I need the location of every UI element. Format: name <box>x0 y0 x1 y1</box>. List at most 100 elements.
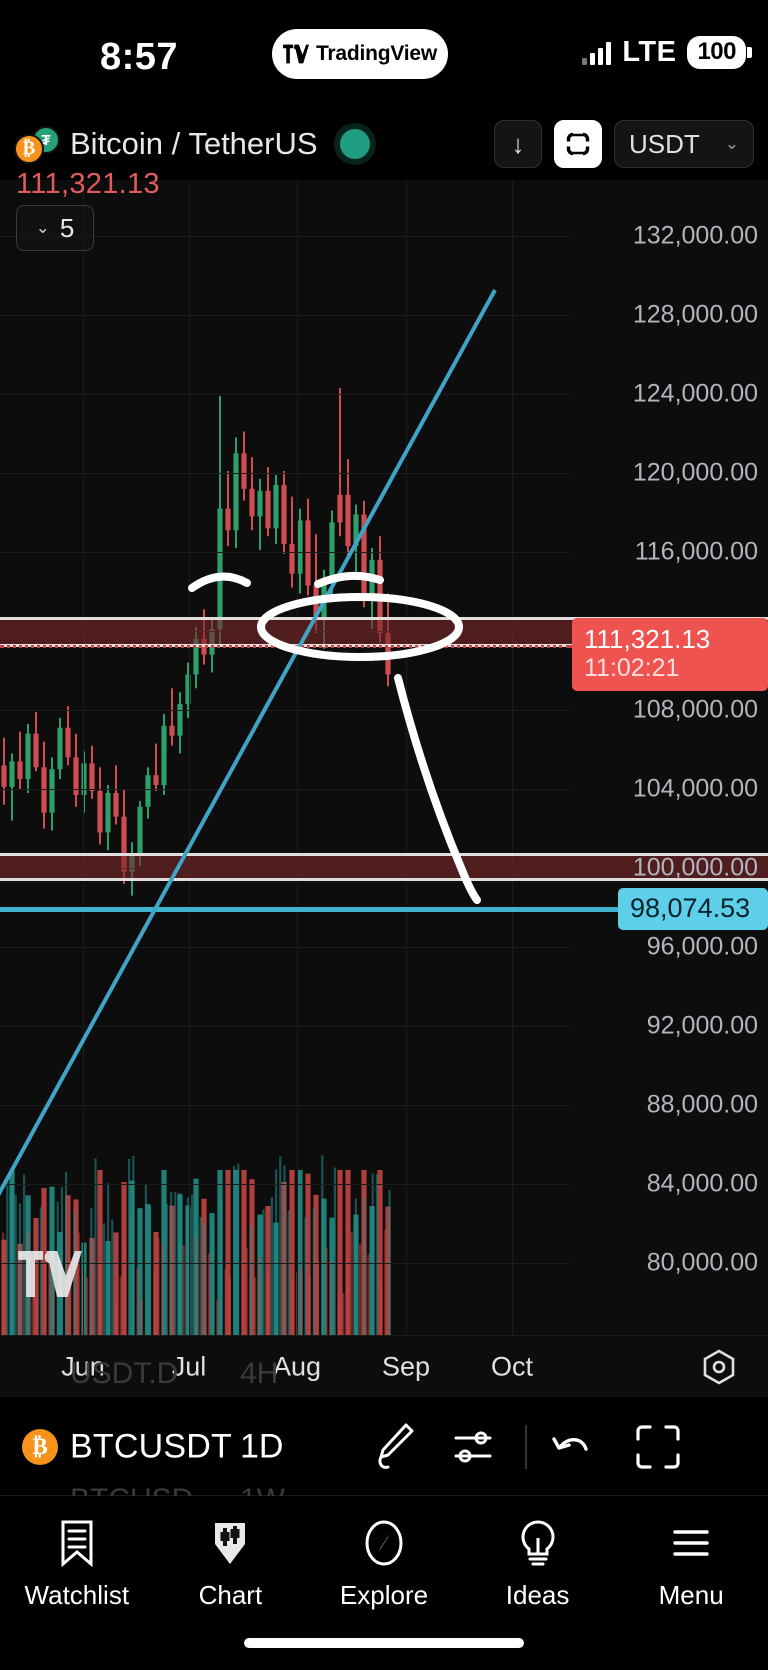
chart-plot-area[interactable] <box>0 180 570 1335</box>
volume-bar <box>329 1217 335 1335</box>
volume-bar <box>241 1253 244 1335</box>
candle-body <box>137 806 143 855</box>
nav-item-explore[interactable]: Explore <box>307 1518 461 1611</box>
candle-body <box>145 775 151 807</box>
chart-candles-icon <box>215 1523 246 1564</box>
interval-chip[interactable]: ⌄ 5 <box>16 205 94 251</box>
volume-bar <box>144 1184 147 1335</box>
volume-bar <box>228 1277 231 1335</box>
ghost-symbol-above[interactable]: USDT.D <box>70 1357 179 1390</box>
volume-bar <box>48 1258 51 1335</box>
volume-bar <box>270 1196 273 1335</box>
volume-bar <box>305 1173 311 1335</box>
candle-body <box>217 508 223 630</box>
nav-item-chart[interactable]: Chart <box>154 1518 308 1611</box>
volume-bar <box>44 1260 47 1335</box>
nav-label-explore: Explore <box>339 1580 429 1610</box>
cyan-price-level-line[interactable] <box>0 907 570 912</box>
toolbar-interval[interactable]: 1D <box>240 1427 284 1466</box>
price-axis-label: 132,000.00 <box>632 221 758 250</box>
volume-bar <box>338 1298 341 1335</box>
volume-bar <box>220 1199 223 1335</box>
crop-screenshot-button[interactable] <box>554 120 602 168</box>
candle-body <box>169 725 175 736</box>
volume-bar <box>111 1219 114 1335</box>
volume-bar <box>329 1260 332 1335</box>
candle-body <box>345 494 351 547</box>
currency-dropdown[interactable]: USDT ⌄ <box>614 120 754 168</box>
volume-bar <box>363 1197 366 1335</box>
toolbar-symbol[interactable]: BTCUSDT <box>70 1427 232 1466</box>
nav-item-ideas[interactable]: Ideas <box>461 1518 615 1611</box>
price-axis-label: 128,000.00 <box>632 300 758 329</box>
volume-bar <box>337 1170 343 1335</box>
ghost-interval-above[interactable]: 4H <box>240 1357 279 1390</box>
candle-body <box>161 725 167 786</box>
candle-body <box>361 514 367 596</box>
volume-bar <box>153 1273 156 1335</box>
volume-bar <box>60 1187 63 1335</box>
volume-bar <box>291 1282 294 1335</box>
price-axis-label: 100,000.00 <box>632 853 758 882</box>
candle-body <box>1 765 7 788</box>
volume-bar <box>321 1155 324 1335</box>
chart-pane[interactable]: 132,000.00 128,000.00 124,000.00 120,000.00… <box>0 180 768 1335</box>
price-axis[interactable]: 132,000.00 128,000.00 124,000.00 120,000.00… <box>570 180 768 1335</box>
volume-bar <box>31 1270 34 1335</box>
undo-button[interactable] <box>548 1423 596 1471</box>
symbol-toolbar[interactable]: USDT.D 4H ₿ BTCUSDT 1D BTCUSD 1W <box>0 1357 768 1516</box>
symbol-title[interactable]: Bitcoin / TetherUS <box>70 126 318 161</box>
volume-bar <box>354 1198 357 1335</box>
indicators-button[interactable] <box>450 1423 498 1471</box>
current-price-tag[interactable]: 111,321.13 11:02:21 <box>572 618 768 692</box>
price-axis-label: 92,000.00 <box>646 1011 758 1040</box>
chart-settings-button[interactable] <box>700 1348 738 1386</box>
nav-item-menu[interactable]: Menu <box>614 1518 768 1611</box>
cyan-level-tag[interactable]: 98,074.53 <box>618 888 768 930</box>
draw-pencil-icon <box>378 1423 414 1469</box>
current-price-line <box>0 645 570 648</box>
volume-bar <box>107 1183 110 1335</box>
candle-body <box>49 769 55 813</box>
candle-body <box>225 508 231 531</box>
dynamic-island-tradingview: TradingView <box>272 29 448 79</box>
time-axis[interactable]: Jun Jul Aug Sep Oct <box>0 1335 768 1397</box>
hexagon-gear-icon <box>703 1349 735 1384</box>
time-axis-month-label: Jun <box>61 1351 105 1381</box>
tradingview-watermark-icon <box>18 1251 82 1297</box>
volume-bar <box>245 1247 248 1335</box>
draw-tools-button[interactable] <box>368 1419 416 1475</box>
volume-bar <box>136 1267 139 1335</box>
support-zone[interactable] <box>0 853 570 881</box>
candle-body <box>25 733 31 780</box>
indicators-sliders-icon <box>454 1431 492 1463</box>
volume-bar <box>33 1217 39 1335</box>
volume-bar <box>14 1195 17 1335</box>
volume-bar <box>212 1226 215 1335</box>
volume-bar <box>321 1198 327 1335</box>
fullscreen-button[interactable] <box>632 1421 684 1473</box>
candle-body <box>65 727 71 758</box>
price-axis-label: 80,000.00 <box>646 1248 758 1277</box>
resistance-zone[interactable] <box>0 617 570 647</box>
volume-bar <box>297 1170 303 1335</box>
interval-chip-value: 5 <box>59 212 75 243</box>
volume-bar <box>39 1207 42 1335</box>
price-axis-label: 108,000.00 <box>632 695 758 724</box>
candlestick-series <box>1 388 391 1335</box>
bottom-navigation[interactable]: Watchlist Chart Explore <box>0 1496 768 1670</box>
download-button[interactable]: ↓ <box>494 120 542 168</box>
candle-body <box>297 520 303 574</box>
volume-bar <box>113 1232 119 1335</box>
volume-bar <box>287 1210 290 1335</box>
nav-item-watchlist[interactable]: Watchlist <box>0 1518 154 1611</box>
network-type: LTE <box>622 36 677 68</box>
watchlist-bookmark-icon <box>61 1520 93 1568</box>
volume-bar <box>237 1163 240 1335</box>
candle-body <box>257 490 263 517</box>
price-axis-label: 120,000.00 <box>632 458 758 487</box>
volume-bar <box>94 1158 97 1335</box>
toolbar-divider <box>525 1425 527 1469</box>
time-axis-month-label: Aug <box>272 1351 322 1381</box>
